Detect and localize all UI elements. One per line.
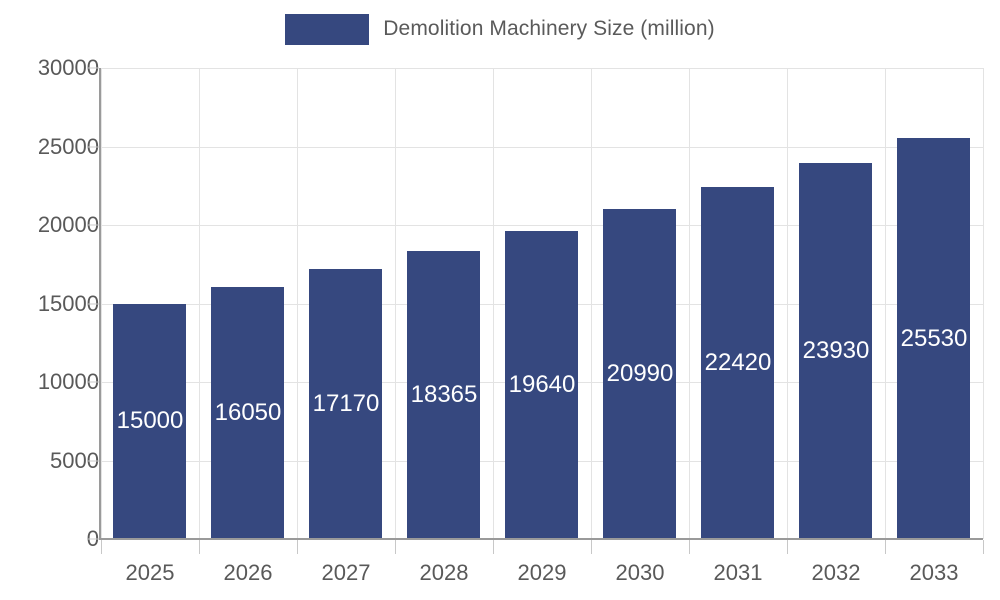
x-tick-mark (199, 540, 200, 554)
x-tick-mark (297, 540, 298, 554)
bar-2031[interactable] (701, 187, 775, 539)
x-tick-label-2033: 2033 (909, 560, 959, 585)
y-tick-mark (88, 224, 99, 226)
y-tick-label: 30000 (37, 55, 99, 80)
bar-2032[interactable] (799, 163, 873, 539)
x-tick-label-2025: 2025 (125, 560, 175, 585)
chart-legend: Demolition Machinery Size (million) (0, 8, 1000, 50)
legend-swatch-demolition-machinery-size (285, 13, 370, 45)
x-tick-mark (983, 540, 984, 554)
gridline-vertical (199, 68, 200, 539)
x-tick-label-2031: 2031 (713, 560, 763, 585)
x-tick-label-2030: 2030 (615, 560, 665, 585)
bar-2030[interactable] (603, 209, 677, 539)
y-tick-label: 0 (86, 526, 99, 551)
y-tick-mark (88, 381, 99, 383)
gridline-vertical (689, 68, 690, 539)
gridline-horizontal (101, 146, 983, 148)
gridline-vertical (885, 68, 886, 539)
bar-2027[interactable] (309, 269, 383, 539)
bar-2029[interactable] (505, 230, 579, 539)
gridline-horizontal (101, 68, 983, 69)
x-tick-mark (689, 540, 690, 554)
gridline-vertical (395, 68, 396, 539)
x-tick-mark (395, 540, 396, 554)
x-tick-label-2027: 2027 (321, 560, 371, 585)
y-tick-label: 5000 (50, 447, 99, 473)
x-tick-mark (591, 540, 592, 554)
gridline-vertical (787, 68, 788, 539)
x-tick-label-2029: 2029 (517, 560, 567, 585)
y-axis-spine (99, 68, 101, 539)
y-tick-label: 25000 (37, 133, 99, 159)
y-tick-mark (88, 303, 99, 304)
gridline-horizontal (101, 225, 983, 226)
y-tick-mark (88, 538, 99, 540)
y-tick-mark (88, 146, 99, 147)
gridline-vertical (101, 68, 102, 539)
x-tick-mark (885, 540, 886, 554)
x-tick-mark (787, 540, 788, 554)
bar-2025[interactable] (113, 303, 187, 539)
x-tick-label-2028: 2028 (419, 560, 469, 585)
gridline-vertical (591, 68, 592, 539)
bar-2026[interactable] (211, 287, 285, 539)
gridline-vertical (493, 68, 494, 539)
bar-2033[interactable] (897, 138, 971, 539)
gridline-vertical (983, 68, 984, 539)
x-axis: 2025 2026 2027 2028 2029 2030 2031 2032 2033 (101, 540, 984, 600)
y-tick-mark (88, 460, 99, 461)
y-tick-label: 10000 (37, 369, 99, 394)
plot-area: 15000 16050 17170 18365 19640 20990 22420 23930… (101, 68, 984, 540)
x-tick-label-2032: 2032 (811, 560, 861, 585)
x-tick-mark (493, 540, 494, 554)
bar-2028[interactable] (407, 250, 481, 539)
x-tick-label-2026: 2026 (223, 560, 273, 585)
gridline-vertical (297, 68, 298, 539)
x-tick-mark (101, 540, 102, 554)
y-tick-mark (88, 67, 99, 69)
y-tick-label: 20000 (37, 212, 99, 237)
y-axis: 0 5000 10000 15000 20000 25000 30000 (0, 55, 99, 551)
x-axis-spine (99, 538, 983, 540)
y-tick-label: 15000 (37, 290, 99, 316)
legend-label-demolition-machinery-size: Demolition Machinery Size (million) (383, 17, 715, 40)
